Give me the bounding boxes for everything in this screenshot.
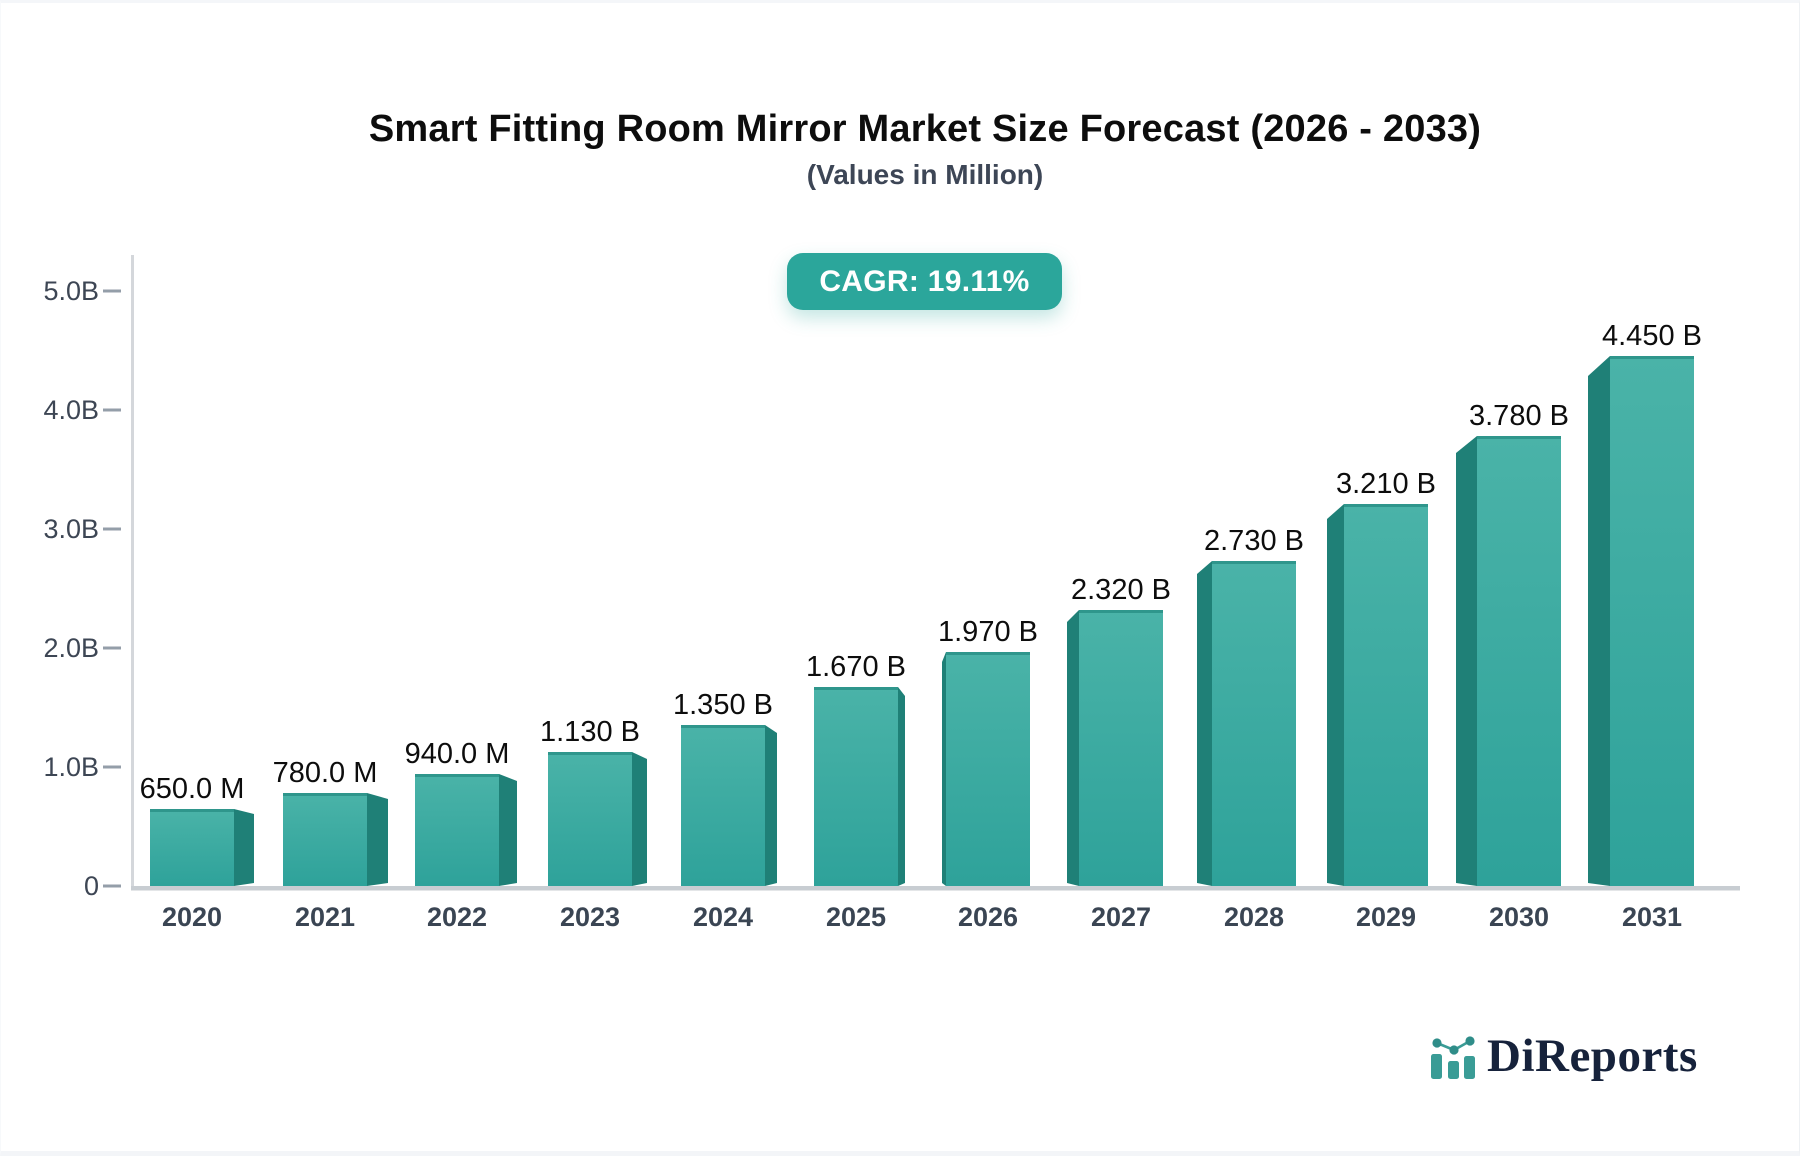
y-tick-label: 3.0B xyxy=(43,514,99,544)
bar-side-panel xyxy=(1456,436,1477,886)
bar-side-panel xyxy=(942,652,946,886)
bar-value-label: 940.0 M xyxy=(405,738,510,770)
x-axis-line xyxy=(131,886,1740,891)
bar-top-edge xyxy=(548,752,632,755)
x-axis-year-label: 2024 xyxy=(693,902,753,932)
bar-side-panel xyxy=(367,793,388,886)
bar-face xyxy=(548,752,632,886)
y-axis-line xyxy=(131,255,134,888)
logo-dot xyxy=(1432,1038,1442,1048)
cagr-badge-label: CAGR: 19.11% xyxy=(819,264,1030,298)
y-tick-dash xyxy=(103,408,121,412)
bar-side-panel xyxy=(1588,356,1610,886)
bar-top-edge xyxy=(681,725,765,728)
bar-face xyxy=(283,793,367,886)
bar-side-panel xyxy=(1067,610,1079,886)
y-tick-dash xyxy=(103,527,121,531)
x-axis-year-label: 2022 xyxy=(427,902,487,932)
x-axis-year-label: 2029 xyxy=(1356,902,1416,932)
bar-value-label: 3.780 B xyxy=(1469,400,1569,432)
bar-face xyxy=(1344,504,1428,886)
y-tick-label: 4.0B xyxy=(43,395,99,425)
bar-face xyxy=(1212,561,1296,886)
logo-bar xyxy=(1464,1056,1475,1079)
y-tick-dash xyxy=(103,765,121,769)
y-tick-label: 0 xyxy=(84,871,99,901)
page-subtitle: (Values in Million) xyxy=(806,159,1044,190)
bar-top-edge xyxy=(415,774,499,777)
bar-value-label: 3.210 B xyxy=(1336,468,1436,500)
bar-top-edge xyxy=(150,809,234,812)
bar-side-panel xyxy=(499,774,517,886)
bar-top-edge xyxy=(1079,610,1163,613)
logo-dot xyxy=(1449,1045,1459,1055)
bar-side-panel xyxy=(632,752,647,886)
bar-top-edge xyxy=(1477,436,1561,439)
bar-value-label: 2.730 B xyxy=(1204,525,1304,557)
bar-side-panel xyxy=(234,809,254,886)
bar-value-label: 2.320 B xyxy=(1071,574,1171,606)
x-axis-year-label: 2030 xyxy=(1489,902,1549,932)
bar-top-edge xyxy=(1610,356,1694,359)
y-tick-dash xyxy=(103,646,121,650)
brand-name: DiReports xyxy=(1487,1030,1698,1083)
bar-top-edge xyxy=(946,652,1030,655)
bar-top-edge xyxy=(1344,504,1428,507)
bar-value-label: 4.450 B xyxy=(1602,320,1702,352)
bar-face xyxy=(946,652,1030,886)
bar-value-label: 1.970 B xyxy=(938,616,1038,648)
x-axis-year-label: 2025 xyxy=(826,902,886,932)
bar-value-label: 780.0 M xyxy=(273,757,378,789)
bar-side-panel xyxy=(1197,561,1212,886)
bar-face xyxy=(814,687,898,886)
bar-value-label: 1.350 B xyxy=(673,689,773,721)
bar-line-chart-icon xyxy=(1431,1036,1475,1079)
x-axis-year-label: 2031 xyxy=(1622,902,1682,932)
x-axis-year-label: 2028 xyxy=(1224,902,1284,932)
bar-side-panel xyxy=(898,687,905,886)
bar-face xyxy=(1477,436,1561,886)
y-tick-label: 1.0B xyxy=(43,752,99,782)
bar-top-edge xyxy=(814,687,898,690)
x-axis-year-label: 2021 xyxy=(295,902,355,932)
bar-face xyxy=(1610,356,1694,886)
y-tick-label: 5.0B xyxy=(43,276,99,306)
bar-value-label: 1.670 B xyxy=(806,651,906,683)
bar-top-edge xyxy=(1212,561,1296,564)
logo-bar xyxy=(1448,1061,1459,1079)
cagr-badge: CAGR: 19.11% xyxy=(787,253,1062,310)
bar-face xyxy=(415,774,499,886)
bar-side-panel xyxy=(1327,504,1344,886)
brand-logo: DiReports xyxy=(1430,1030,1698,1083)
bar-value-label: 650.0 M xyxy=(140,773,245,805)
x-axis-year-label: 2023 xyxy=(560,902,620,932)
x-axis-year-label: 2020 xyxy=(162,902,222,932)
y-tick-dash xyxy=(103,289,121,293)
logo-bar xyxy=(1431,1054,1442,1079)
x-axis-year-label: 2027 xyxy=(1091,902,1151,932)
bar-face xyxy=(150,809,234,886)
y-tick-dash xyxy=(103,884,121,888)
bar-value-label: 1.130 B xyxy=(540,716,640,748)
x-axis-year-label: 2026 xyxy=(958,902,1018,932)
bar-side-panel xyxy=(765,725,777,886)
bar-face xyxy=(1079,610,1163,886)
logo-dot xyxy=(1465,1036,1475,1046)
bar-top-edge xyxy=(283,793,367,796)
y-tick-label: 2.0B xyxy=(43,633,99,663)
bar-face xyxy=(681,725,765,886)
page-title: Smart Fitting Room Mirror Market Size Fo… xyxy=(368,108,1482,150)
